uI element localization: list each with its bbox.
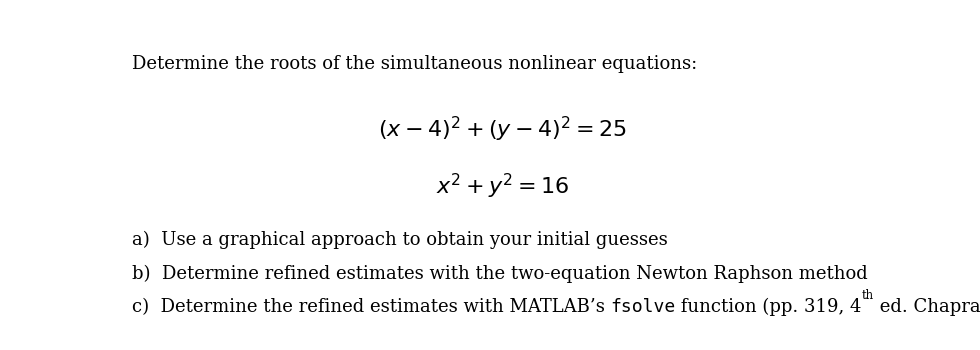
Text: c)  Determine the refined estimates with MATLAB’s: c) Determine the refined estimates with … (131, 298, 611, 316)
Text: $(x-4)^2+(y-4)^2 = 25$: $(x-4)^2+(y-4)^2 = 25$ (378, 115, 626, 144)
Text: function (pp. 319, 4: function (pp. 319, 4 (675, 298, 861, 316)
Text: fsolve: fsolve (611, 298, 675, 316)
Text: ed. Chapra): ed. Chapra) (874, 298, 980, 316)
Text: b)  Determine refined estimates with the two-equation Newton Raphson method: b) Determine refined estimates with the … (131, 264, 867, 282)
Text: $x^2+y^2 = 16$: $x^2+y^2 = 16$ (435, 172, 569, 201)
Text: a)  Use a graphical approach to obtain your initial guesses: a) Use a graphical approach to obtain yo… (131, 231, 667, 249)
Text: th: th (861, 289, 874, 302)
Text: Determine the roots of the simultaneous nonlinear equations:: Determine the roots of the simultaneous … (131, 56, 697, 74)
